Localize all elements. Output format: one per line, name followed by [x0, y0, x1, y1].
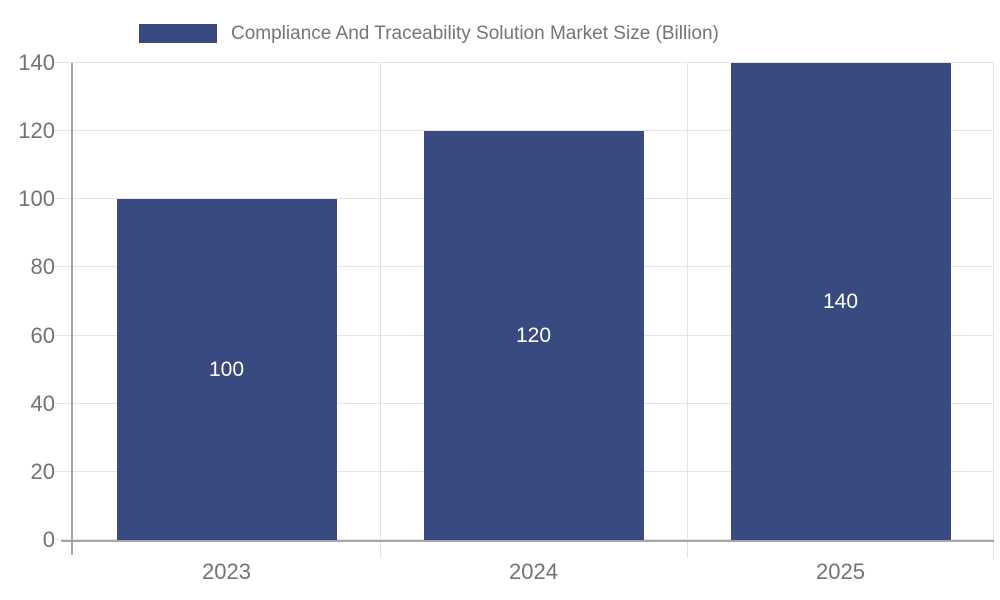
- bar-2024: 120: [423, 131, 644, 540]
- bar-value-label: 140: [822, 290, 859, 313]
- gridline: [55, 130, 994, 132]
- x-tick-label: 2025: [816, 559, 865, 584]
- y-tick-label: 0: [42, 527, 55, 552]
- x-tick-mark: [687, 63, 688, 558]
- x-axis-line: [61, 540, 994, 542]
- y-tick-label: 60: [30, 322, 55, 348]
- y-tick-label: 100: [18, 186, 55, 212]
- bar-value-label: 100: [208, 358, 245, 382]
- gridline: [55, 62, 994, 63]
- chart-title: Compliance And Traceability Solution Mar…: [231, 23, 719, 44]
- y-tick-label: 80: [30, 254, 55, 280]
- y-axis-line: [71, 63, 73, 555]
- bar-2025: 140: [730, 63, 951, 540]
- y-tick-label: 140: [18, 50, 55, 75]
- y-tick-label: 20: [30, 458, 55, 484]
- legend-swatch: [139, 24, 217, 43]
- bar-2023: 100: [116, 199, 337, 540]
- plot-area: 100 120 140 0 20 40 60 80 100 120 140 2023 2024 202…: [18, 52, 994, 583]
- y-tick-label: 120: [18, 118, 55, 144]
- x-tick-label: 2024: [509, 559, 558, 584]
- bar-value-label: 120: [515, 324, 552, 348]
- chart-legend: Compliance And Traceability Solution Mar…: [139, 24, 719, 43]
- y-tick-label: 40: [30, 390, 55, 416]
- x-tick-label: 2023: [202, 559, 251, 584]
- plot-right-border: [993, 63, 994, 558]
- x-tick-mark: [380, 63, 381, 558]
